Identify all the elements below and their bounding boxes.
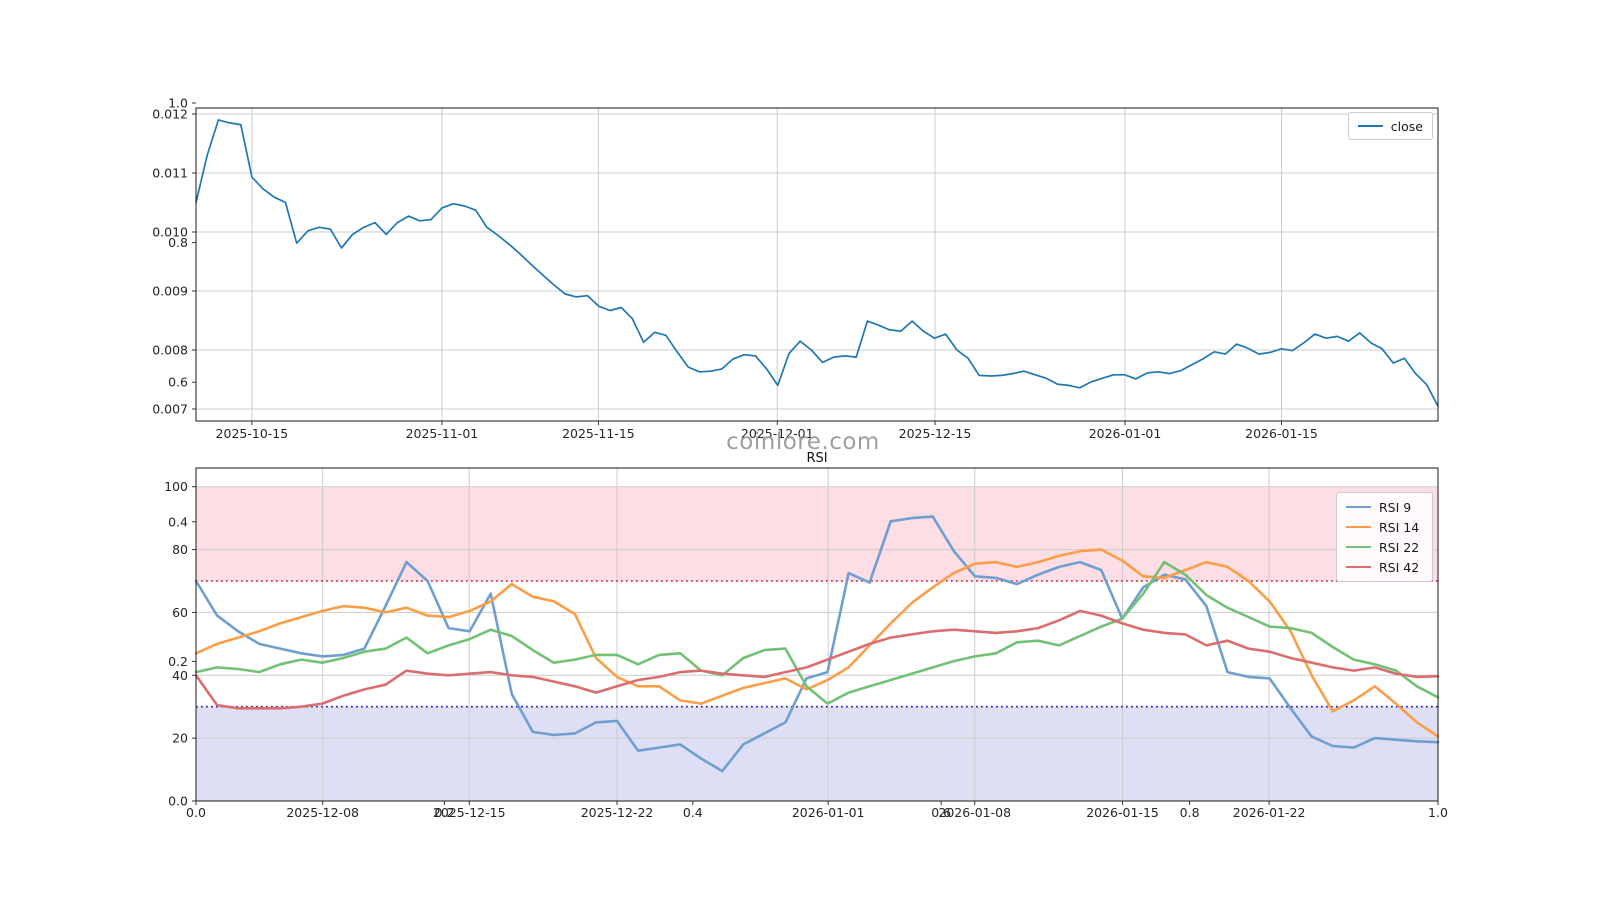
series-line-RSI 9	[194, 515, 1440, 773]
y-tick-label: 0.011	[152, 166, 188, 181]
price-chart-legend: close	[1348, 112, 1433, 140]
secondary-y-tick-label: 1.0	[168, 96, 188, 111]
y-tick-label: 80	[172, 542, 188, 557]
secondary-x-tick-label: 0.0	[186, 805, 206, 820]
legend-item-rsi-9: RSI 9	[1346, 497, 1423, 517]
secondary-y-tick-label: 0.8	[168, 235, 188, 250]
x-tick-label: 2025-11-01	[406, 426, 479, 441]
shaded-band	[196, 486, 1438, 581]
rsi-9-line-sample	[1346, 506, 1371, 508]
series-line-RSI 14	[194, 548, 1440, 738]
secondary-y-tick-label: 0.4	[168, 514, 188, 529]
legend-label-rsi-42: RSI 42	[1379, 559, 1420, 575]
legend-label-rsi-14: RSI 14	[1379, 519, 1420, 535]
x-tick-label: 2025-10-15	[216, 426, 289, 441]
rsi-42-line-sample	[1346, 566, 1371, 568]
x-tick-label: 2025-12-08	[286, 805, 359, 820]
axes-frame	[195, 107, 1439, 422]
rsi-chart-legend: RSI 9 RSI 14 RSI 22 RSI 42	[1336, 492, 1433, 582]
shaded-band	[196, 706, 1438, 801]
x-tick-label: 2025-12-01	[741, 426, 814, 441]
secondary-x-tick-label: 0.4	[683, 805, 703, 820]
rsi-chart-title: RSI	[806, 451, 828, 466]
x-tick-label: 2025-12-22	[581, 805, 654, 820]
y-tick-label: 0.008	[152, 343, 188, 358]
y-tick-label: 0.007	[152, 402, 188, 417]
x-tick-label: 2026-01-08	[938, 805, 1011, 820]
x-tick-label: 2026-01-15	[1245, 426, 1318, 441]
x-tick-label: 2025-12-15	[899, 426, 972, 441]
legend-item-rsi-22: RSI 22	[1346, 537, 1423, 557]
y-tick-label: 40	[172, 668, 188, 683]
legend-label-close: close	[1390, 118, 1423, 134]
x-tick-label: 2025-11-15	[562, 426, 635, 441]
legend-item-rsi-14: RSI 14	[1346, 517, 1423, 537]
y-tick-label: 20	[172, 731, 188, 746]
y-tick-label: 0.012	[152, 107, 188, 122]
x-tick-label: 2025-12-15	[433, 805, 506, 820]
series-line-RSI 42	[194, 609, 1440, 710]
legend-item-close: close	[1358, 116, 1423, 137]
x-tick-label: 2026-01-01	[792, 805, 865, 820]
y-tick-label: 100	[164, 479, 188, 494]
legend-label-rsi-9: RSI 9	[1379, 499, 1412, 515]
secondary-y-tick-label: 0.6	[168, 375, 188, 390]
secondary-y-tick-label: 0.0	[168, 794, 188, 809]
series-line-RSI 22	[194, 560, 1440, 705]
rsi-22-line-sample	[1346, 546, 1371, 548]
x-tick-label: 2026-01-01	[1089, 426, 1162, 441]
y-tick-label: 60	[172, 605, 188, 620]
legend-item-rsi-42: RSI 42	[1346, 557, 1423, 577]
legend-label-rsi-22: RSI 22	[1379, 539, 1420, 555]
watermark: coinlore.com	[726, 429, 880, 455]
secondary-x-tick-label: 0.2	[434, 805, 454, 820]
x-tick-label: 2026-01-22	[1233, 805, 1306, 820]
secondary-y-tick-label: 0.2	[168, 654, 188, 669]
axes-frame	[195, 467, 1439, 802]
rsi-14-line-sample	[1346, 526, 1371, 528]
x-tick-label: 2026-01-15	[1086, 805, 1159, 820]
secondary-x-tick-label: 0.6	[931, 805, 951, 820]
secondary-x-tick-label: 1.0	[1428, 805, 1448, 820]
y-tick-label: 0.010	[152, 225, 188, 240]
close-line-sample	[1358, 125, 1383, 127]
series-line-close	[195, 119, 1439, 407]
y-tick-label: 0.009	[152, 284, 188, 299]
secondary-x-tick-label: 0.8	[1180, 805, 1200, 820]
